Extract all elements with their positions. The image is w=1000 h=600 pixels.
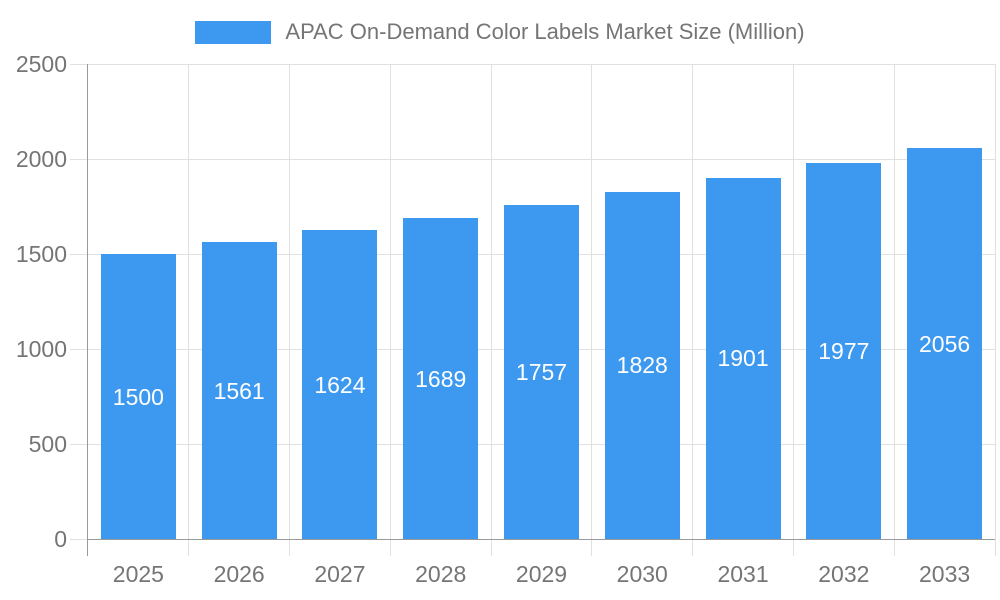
- y-gridline: [88, 158, 995, 160]
- x-gridline: [490, 64, 492, 539]
- x-axis-label: 2026: [213, 561, 265, 587]
- x-gridline: [792, 64, 794, 539]
- y-tick: [70, 538, 88, 540]
- bar-value-label: 1500: [112, 383, 164, 410]
- bar: [403, 218, 479, 539]
- y-tick: [70, 253, 88, 255]
- y-tick: [70, 158, 88, 160]
- y-tick: [70, 443, 88, 445]
- x-tick: [792, 539, 794, 556]
- bar-value-label: 1757: [515, 359, 568, 386]
- bar: [705, 177, 781, 539]
- x-axis-label: 2029: [515, 561, 568, 587]
- bar-value-label: 2056: [919, 330, 971, 357]
- x-gridline: [994, 64, 996, 539]
- legend-swatch-icon: [195, 20, 272, 44]
- bar: [604, 191, 680, 539]
- y-axis-label: 2500: [15, 51, 67, 77]
- y-axis-label: 1000: [15, 336, 67, 362]
- bar-value-label: 1977: [818, 338, 870, 365]
- x-axis-label: 2031: [717, 561, 769, 587]
- x-axis-label: 2032: [818, 561, 870, 587]
- bar-value-label: 1689: [415, 365, 467, 392]
- legend: APAC On-Demand Color Labels Market Size …: [0, 0, 1000, 64]
- bar-value-label: 1561: [213, 377, 265, 404]
- x-axis-label: 2027: [314, 561, 366, 587]
- bar: [907, 148, 983, 539]
- x-tick: [692, 539, 694, 556]
- x-tick: [591, 539, 593, 556]
- bar: [100, 254, 176, 539]
- y-tick: [70, 63, 88, 65]
- bar-value-label: 1901: [717, 345, 769, 372]
- x-axis-label: 2030: [616, 561, 668, 587]
- x-axis-label: 2028: [415, 561, 467, 587]
- y-tick: [70, 348, 88, 350]
- x-gridline: [692, 64, 694, 539]
- bar-value-label: 1624: [314, 371, 366, 398]
- x-gridline: [591, 64, 593, 539]
- x-gridline: [389, 64, 391, 539]
- x-gridline: [289, 64, 291, 539]
- x-tick: [490, 539, 492, 556]
- x-tick: [289, 539, 291, 556]
- y-axis-line: [87, 64, 88, 556]
- y-axis-label: 500: [28, 431, 67, 457]
- bar: [806, 163, 882, 539]
- x-axis-label: 2033: [919, 561, 971, 587]
- x-tick: [188, 539, 190, 556]
- legend-item[interactable]: APAC On-Demand Color Labels Market Size …: [195, 19, 805, 45]
- y-axis-label: 1500: [15, 241, 67, 267]
- bar-value-label: 1828: [616, 352, 668, 379]
- bar: [201, 242, 277, 539]
- x-axis-line: [88, 538, 995, 540]
- x-gridline: [893, 64, 895, 539]
- y-axis-label: 2000: [15, 146, 67, 172]
- x-tick: [893, 539, 895, 556]
- x-gridline: [188, 64, 190, 539]
- y-gridline: [88, 63, 995, 65]
- y-axis-label: 0: [54, 526, 67, 552]
- bar: [302, 230, 378, 539]
- x-tick: [389, 539, 391, 556]
- legend-label: APAC On-Demand Color Labels Market Size …: [285, 19, 805, 44]
- x-axis-label: 2025: [112, 561, 164, 587]
- x-tick: [994, 539, 996, 556]
- bar: [504, 205, 579, 539]
